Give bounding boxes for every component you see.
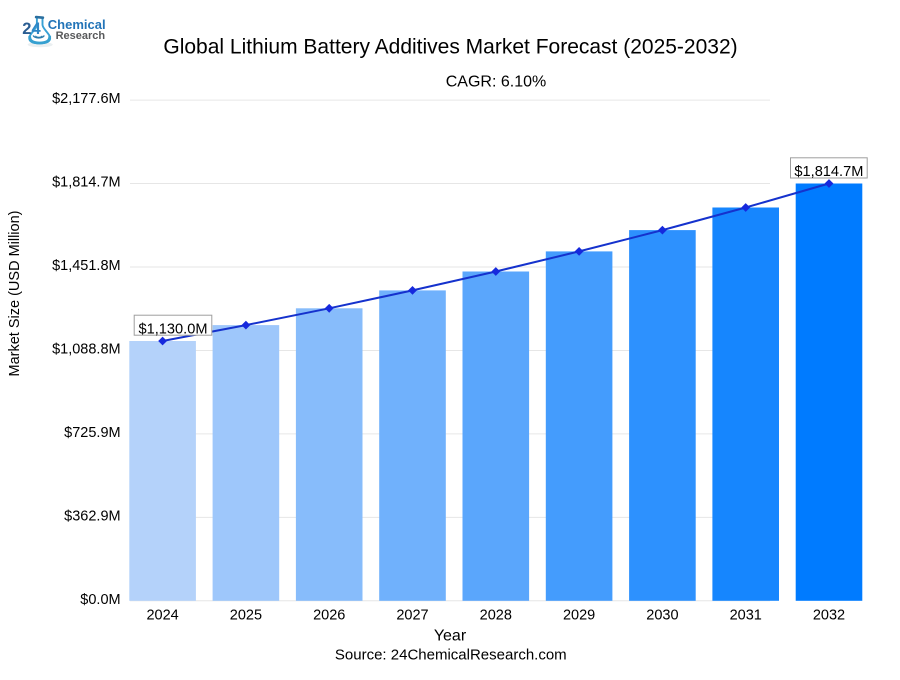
svg-text:$362.9M: $362.9M bbox=[64, 508, 120, 524]
svg-text:$1,130.0M: $1,130.0M bbox=[139, 321, 208, 337]
svg-text:Market Size (USD Million): Market Size (USD Million) bbox=[7, 211, 23, 377]
svg-text:$1,088.8M: $1,088.8M bbox=[52, 342, 121, 358]
svg-text:Global Lithium Battery Additiv: Global Lithium Battery Additives Market … bbox=[163, 36, 737, 59]
svg-text:24: 24 bbox=[22, 20, 41, 38]
svg-text:2027: 2027 bbox=[396, 608, 428, 624]
svg-text:2031: 2031 bbox=[730, 608, 762, 624]
svg-text:CAGR: 6.10%: CAGR: 6.10% bbox=[446, 74, 546, 91]
svg-text:2028: 2028 bbox=[480, 608, 512, 624]
svg-text:2026: 2026 bbox=[313, 608, 345, 624]
svg-text:$1,451.8M: $1,451.8M bbox=[52, 258, 121, 274]
svg-text:$1,814.7M: $1,814.7M bbox=[52, 175, 121, 191]
svg-text:$2,177.6M: $2,177.6M bbox=[52, 91, 121, 107]
svg-text:2025: 2025 bbox=[230, 608, 262, 624]
svg-text:2030: 2030 bbox=[646, 608, 678, 624]
svg-text:$0.0M: $0.0M bbox=[80, 592, 120, 608]
svg-text:Chemical: Chemical bbox=[48, 17, 106, 32]
svg-text:2032: 2032 bbox=[813, 608, 845, 624]
svg-text:Source: 24ChemicalResearch.com: Source: 24ChemicalResearch.com bbox=[335, 647, 567, 664]
svg-text:Research: Research bbox=[56, 30, 106, 42]
svg-text:2029: 2029 bbox=[563, 608, 595, 624]
svg-text:$1,814.7M: $1,814.7M bbox=[794, 164, 863, 180]
svg-text:$725.9M: $725.9M bbox=[64, 425, 120, 441]
svg-text:2024: 2024 bbox=[146, 608, 178, 624]
svg-text:Year: Year bbox=[434, 628, 467, 645]
